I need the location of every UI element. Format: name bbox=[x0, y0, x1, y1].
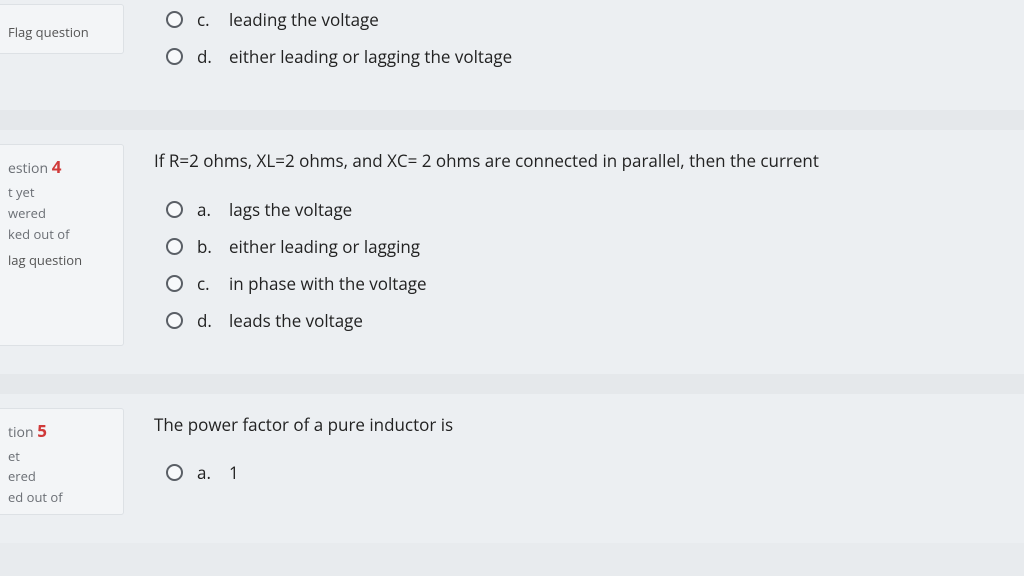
question-block-3: Flag question c. leading the voltage d. … bbox=[0, 0, 1024, 110]
radio-button[interactable] bbox=[166, 201, 183, 218]
radio-button[interactable] bbox=[166, 11, 183, 28]
section-gap bbox=[0, 110, 1024, 130]
option-text: lags the voltage bbox=[229, 198, 352, 221]
question-number-value: 4 bbox=[52, 155, 62, 178]
radio-button[interactable] bbox=[166, 48, 183, 65]
option-row[interactable]: d. leads the voltage bbox=[166, 309, 1004, 332]
radio-button[interactable] bbox=[166, 464, 183, 481]
marked-out-of: ed out of bbox=[8, 489, 113, 506]
option-row[interactable]: a. 1 bbox=[166, 461, 1004, 484]
option-row[interactable]: b. either leading or lagging bbox=[166, 235, 1004, 258]
option-text: leads the voltage bbox=[229, 309, 363, 332]
question-number: tion 5 bbox=[8, 419, 113, 442]
option-letter: a. bbox=[197, 198, 215, 221]
question-number-prefix: estion bbox=[8, 159, 48, 178]
marked-out-of: ked out of bbox=[8, 226, 113, 243]
question-number: estion 4 bbox=[8, 155, 113, 178]
option-text: leading the voltage bbox=[229, 8, 379, 31]
status-answered: wered bbox=[8, 205, 113, 222]
question-number-prefix: tion bbox=[8, 423, 34, 442]
question-body-5: The power factor of a pure inductor is a… bbox=[154, 408, 1004, 516]
option-text: either leading or lagging the voltage bbox=[229, 45, 512, 68]
question-number-value: 5 bbox=[37, 419, 47, 442]
radio-button[interactable] bbox=[166, 275, 183, 292]
question-block-5: tion 5 et ered ed out of The power facto… bbox=[0, 394, 1024, 544]
option-row[interactable]: a. lags the voltage bbox=[166, 198, 1004, 221]
question-stem: The power factor of a pure inductor is bbox=[154, 412, 1004, 438]
option-letter: a. bbox=[197, 461, 215, 484]
flag-question-link[interactable]: lag question bbox=[8, 251, 113, 269]
radio-button[interactable] bbox=[166, 238, 183, 255]
radio-button[interactable] bbox=[166, 312, 183, 329]
option-letter: b. bbox=[197, 235, 215, 258]
options-list-4: a. lags the voltage b. either leading or… bbox=[166, 198, 1004, 332]
question-info-card-5: tion 5 et ered ed out of bbox=[0, 408, 124, 516]
section-gap bbox=[0, 374, 1024, 394]
option-row[interactable]: d. either leading or lagging the voltage bbox=[166, 45, 1004, 68]
question-block-4: estion 4 t yet wered ked out of lag ques… bbox=[0, 130, 1024, 374]
option-letter: d. bbox=[197, 45, 215, 68]
option-letter: c. bbox=[197, 8, 215, 31]
options-list-3: c. leading the voltage d. either leading… bbox=[166, 8, 1004, 68]
status-answered: ered bbox=[8, 468, 113, 485]
status-not-yet: t yet bbox=[8, 184, 113, 201]
question-body-3: c. leading the voltage d. either leading… bbox=[154, 4, 1004, 82]
flag-question-link[interactable]: Flag question bbox=[8, 23, 113, 41]
option-text: 1 bbox=[229, 461, 239, 484]
question-info-card-3: Flag question bbox=[0, 4, 124, 54]
option-row[interactable]: c. leading the voltage bbox=[166, 8, 1004, 31]
option-letter: c. bbox=[197, 272, 215, 295]
question-body-4: If R=2 ohms, XL=2 ohms, and XC= 2 ohms a… bbox=[154, 144, 1004, 346]
question-stem: If R=2 ohms, XL=2 ohms, and XC= 2 ohms a… bbox=[154, 148, 1004, 174]
option-text: either leading or lagging bbox=[229, 235, 420, 258]
question-info-card-4: estion 4 t yet wered ked out of lag ques… bbox=[0, 144, 124, 346]
quiz-page: Flag question c. leading the voltage d. … bbox=[0, 0, 1024, 543]
options-list-5: a. 1 bbox=[166, 461, 1004, 484]
status-not-yet: et bbox=[8, 448, 113, 465]
option-row[interactable]: c. in phase with the voltage bbox=[166, 272, 1004, 295]
option-letter: d. bbox=[197, 309, 215, 332]
option-text: in phase with the voltage bbox=[229, 272, 427, 295]
